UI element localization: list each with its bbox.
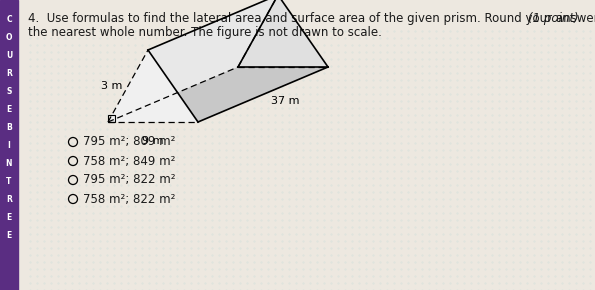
Text: E: E [7,231,12,240]
Text: 4.  Use formulas to find the lateral area and surface area of the given prism. R: 4. Use formulas to find the lateral area… [28,12,595,25]
Text: O: O [6,34,12,43]
Text: E: E [7,213,12,222]
Text: I: I [8,142,11,151]
Bar [0,0,18,290]
Text: 9 m: 9 m [142,136,164,146]
Polygon shape [108,50,198,122]
Text: U: U [6,52,12,61]
Polygon shape [148,0,328,122]
Text: N: N [6,160,12,168]
Text: (1 point): (1 point) [528,12,578,25]
Text: 795 m²; 822 m²: 795 m²; 822 m² [83,173,176,186]
Text: R: R [6,70,12,79]
Polygon shape [238,0,328,67]
Text: T: T [7,177,12,186]
Text: 795 m²; 809 m²: 795 m²; 809 m² [83,135,176,148]
Text: R: R [6,195,12,204]
Text: E: E [7,106,12,115]
Text: the nearest whole number. The figure is not drawn to scale.: the nearest whole number. The figure is … [28,26,382,39]
Polygon shape [108,0,278,122]
Text: C: C [6,15,12,24]
Text: S: S [7,88,12,97]
Text: 758 m²; 849 m²: 758 m²; 849 m² [83,155,176,168]
Text: 3 m: 3 m [101,81,122,91]
Text: 37 m: 37 m [271,97,299,106]
Text: B: B [6,124,12,133]
Text: 758 m²; 822 m²: 758 m²; 822 m² [83,193,176,206]
Polygon shape [108,67,328,122]
